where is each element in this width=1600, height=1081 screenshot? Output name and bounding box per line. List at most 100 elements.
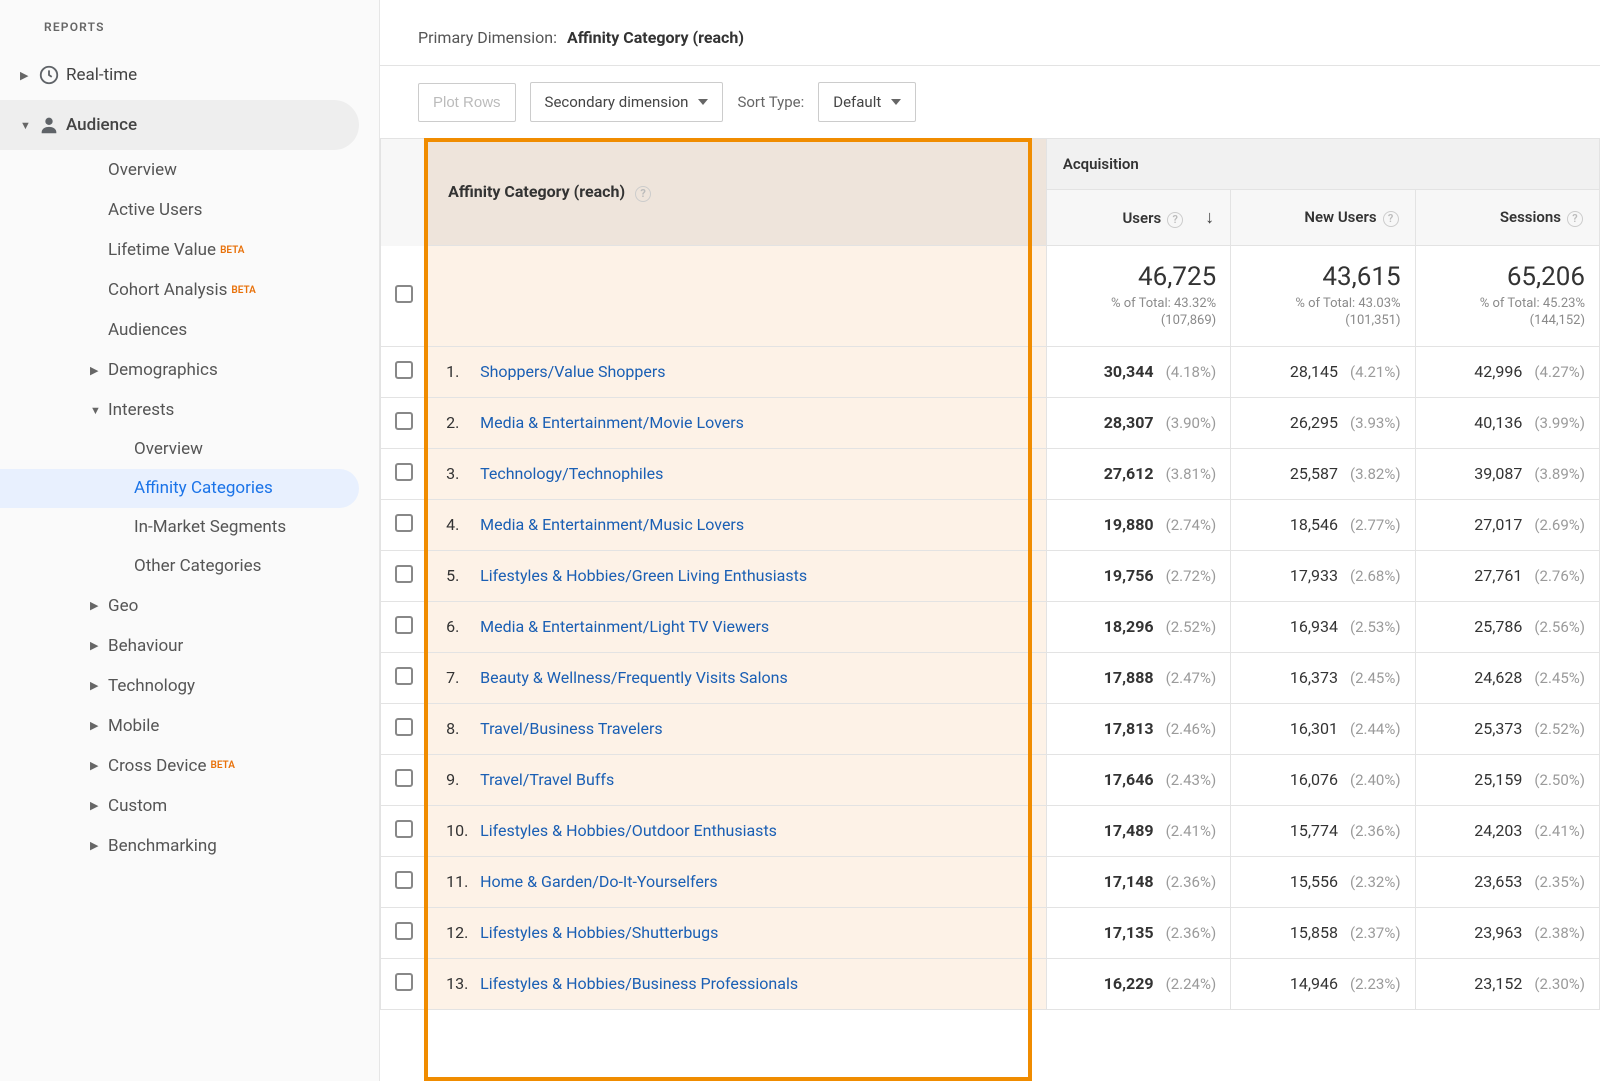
table-row: 5.Lifestyles & Hobbies/Green Living Enth… (381, 550, 1600, 601)
controls-row: Plot Rows Secondary dimension Sort Type:… (380, 66, 1600, 138)
totals-cell: 65,206% of Total: 45.23%(144,152) (1415, 246, 1599, 347)
nav-sub2-affinity-categories[interactable]: Affinity Categories (0, 469, 359, 508)
nav-sub-active-users[interactable]: Active Users (0, 190, 379, 230)
category-link[interactable]: Travel/Travel Buffs (480, 770, 614, 789)
caret-down-icon (698, 99, 708, 105)
caret-right-icon: ▶ (90, 639, 108, 652)
sort-type-dropdown[interactable]: Default (818, 82, 916, 122)
metric-cell: 17,489(2.41%) (1046, 805, 1230, 856)
category-link[interactable]: Travel/Business Travelers (480, 719, 663, 738)
category-link[interactable]: Media & Entertainment/Music Lovers (480, 515, 744, 534)
metric-cell: 17,148(2.36%) (1046, 856, 1230, 907)
column-header-new-users[interactable]: New Users? (1231, 190, 1415, 246)
row-checkbox[interactable] (395, 973, 413, 991)
metric-cell: 17,933(2.68%) (1231, 550, 1415, 601)
select-all-checkbox[interactable] (395, 285, 413, 303)
category-link[interactable]: Media & Entertainment/Movie Lovers (480, 413, 744, 432)
nav-sub-benchmarking[interactable]: ▶Benchmarking (0, 826, 379, 866)
metric-cell: 18,296(2.52%) (1046, 601, 1230, 652)
nav-sub-label: Mobile (108, 716, 159, 736)
help-icon[interactable]: ? (1167, 212, 1183, 228)
help-icon[interactable]: ? (1567, 211, 1583, 227)
metric-cell: 17,888(2.47%) (1046, 652, 1230, 703)
nav-sub-custom[interactable]: ▶Custom (0, 786, 379, 826)
nav-sub-audiences[interactable]: Audiences (0, 310, 379, 350)
beta-badge: BETA (220, 245, 244, 256)
metric-cell: 25,373(2.52%) (1415, 703, 1599, 754)
plot-rows-button[interactable]: Plot Rows (418, 83, 516, 122)
metric-cell: 25,587(3.82%) (1231, 448, 1415, 499)
nav-sub-label: Custom (108, 796, 167, 816)
nav-sub-interests[interactable]: ▼Interests (0, 390, 379, 430)
category-link[interactable]: Shoppers/Value Shoppers (480, 362, 665, 381)
row-checkbox[interactable] (395, 718, 413, 736)
column-header-users[interactable]: Users?↓ (1046, 190, 1230, 246)
category-link[interactable]: Lifestyles & Hobbies/Outdoor Enthusiasts (480, 821, 777, 840)
row-checkbox[interactable] (395, 565, 413, 583)
nav-sub2-other-categories[interactable]: Other Categories (0, 547, 379, 586)
caret-right-icon: ▶ (90, 759, 108, 772)
totals-cell: 43,615% of Total: 43.03%(101,351) (1231, 246, 1415, 347)
metric-cell: 23,152(2.30%) (1415, 958, 1599, 1009)
category-cell: 11.Home & Garden/Do-It-Yourselfers (428, 856, 1047, 907)
category-cell: 9.Travel/Travel Buffs (428, 754, 1047, 805)
caret-right-icon: ▶ (90, 364, 108, 377)
row-checkbox[interactable] (395, 412, 413, 430)
row-checkbox[interactable] (395, 820, 413, 838)
column-group-acquisition: Acquisition (1046, 139, 1599, 190)
row-checkbox[interactable] (395, 463, 413, 481)
metric-cell: 27,017(2.69%) (1415, 499, 1599, 550)
nav-sub-mobile[interactable]: ▶Mobile (0, 706, 379, 746)
clock-icon (38, 64, 66, 86)
category-link[interactable]: Media & Entertainment/Light TV Viewers (480, 617, 769, 636)
nav-sub-lifetime-value[interactable]: Lifetime Value BETA (0, 230, 379, 270)
row-checkbox[interactable] (395, 922, 413, 940)
nav-sub-demographics[interactable]: ▶Demographics (0, 350, 379, 390)
nav-sub-label: Behaviour (108, 636, 183, 656)
nav-sub2-in-market-segments[interactable]: In-Market Segments (0, 508, 379, 547)
nav-sub-label: Demographics (108, 360, 218, 380)
category-link[interactable]: Lifestyles & Hobbies/Green Living Enthus… (480, 566, 807, 585)
nav-sub2-overview[interactable]: Overview (0, 430, 379, 469)
metric-cell: 40,136(3.99%) (1415, 397, 1599, 448)
nav-sub-behaviour[interactable]: ▶Behaviour (0, 626, 379, 666)
metric-cell: 23,963(2.38%) (1415, 907, 1599, 958)
row-checkbox[interactable] (395, 514, 413, 532)
nav-sub-cross-device[interactable]: ▶Cross DeviceBETA (0, 746, 379, 786)
category-link[interactable]: Beauty & Wellness/Frequently Visits Salo… (480, 668, 788, 687)
metric-cell: 28,145(4.21%) (1231, 346, 1415, 397)
help-icon[interactable]: ? (1383, 211, 1399, 227)
metric-cell: 26,295(3.93%) (1231, 397, 1415, 448)
primary-dimension-value[interactable]: Affinity Category (reach) (567, 28, 744, 47)
category-link[interactable]: Technology/Technophiles (480, 464, 663, 483)
nav-sub-label: Lifetime Value (108, 240, 216, 260)
nav-sub-label: Cohort Analysis (108, 280, 227, 300)
row-checkbox[interactable] (395, 769, 413, 787)
row-checkbox[interactable] (395, 871, 413, 889)
column-header-category[interactable]: Affinity Category (reach) ? (428, 139, 1047, 246)
category-link[interactable]: Lifestyles & Hobbies/Business Profession… (480, 974, 798, 993)
nav-item-realtime[interactable]: ▶ Real-time (0, 50, 379, 100)
row-checkbox[interactable] (395, 361, 413, 379)
row-checkbox[interactable] (395, 667, 413, 685)
nav-sub-overview[interactable]: Overview (0, 150, 379, 190)
nav-item-audience[interactable]: ▼ Audience (0, 100, 359, 150)
help-icon[interactable]: ? (635, 186, 651, 202)
category-link[interactable]: Lifestyles & Hobbies/Shutterbugs (480, 923, 718, 942)
category-link[interactable]: Home & Garden/Do-It-Yourselfers (480, 872, 717, 891)
row-checkbox[interactable] (395, 616, 413, 634)
nav-sub-geo[interactable]: ▶Geo (0, 586, 379, 626)
sidebar: REPORTS ▶ Real-time ▼ Audience OverviewA… (0, 0, 380, 1081)
column-header-sessions[interactable]: Sessions? (1415, 190, 1599, 246)
secondary-dimension-dropdown[interactable]: Secondary dimension (530, 82, 724, 122)
person-icon (38, 114, 66, 136)
category-cell: 4.Media & Entertainment/Music Lovers (428, 499, 1047, 550)
nav-sub-technology[interactable]: ▶Technology (0, 666, 379, 706)
metric-cell: 15,556(2.32%) (1231, 856, 1415, 907)
nav-sub-cohort-analysis[interactable]: Cohort Analysis BETA (0, 270, 379, 310)
beta-badge: BETA (231, 285, 255, 296)
metric-cell: 19,880(2.74%) (1046, 499, 1230, 550)
dropdown-label: Default (833, 93, 881, 111)
metric-cell: 18,546(2.77%) (1231, 499, 1415, 550)
table-row: 11.Home & Garden/Do-It-Yourselfers17,148… (381, 856, 1600, 907)
